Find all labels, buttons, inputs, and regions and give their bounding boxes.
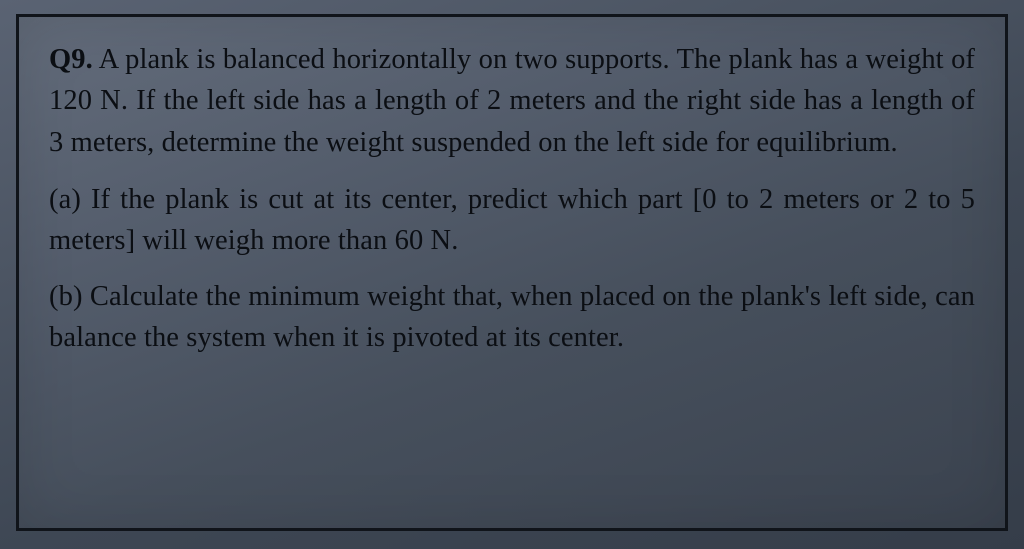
part-text: If the plank is cut at its center, predi…: [49, 184, 975, 256]
part-text: Calculate the minimum weight that, when …: [49, 281, 975, 353]
question-text: A plank is balanced horizontally on two …: [49, 44, 975, 158]
question-frame: Q9. A plank is balanced horizontally on …: [16, 14, 1008, 531]
question-number: Q9.: [49, 44, 93, 75]
question-part-a: (a) If the plank is cut at its center, p…: [49, 179, 975, 262]
question-main: Q9. A plank is balanced horizontally on …: [49, 39, 975, 163]
part-label: (a): [49, 184, 81, 215]
question-part-b: (b) Calculate the minimum weight that, w…: [49, 276, 975, 359]
part-label: (b): [49, 281, 83, 312]
